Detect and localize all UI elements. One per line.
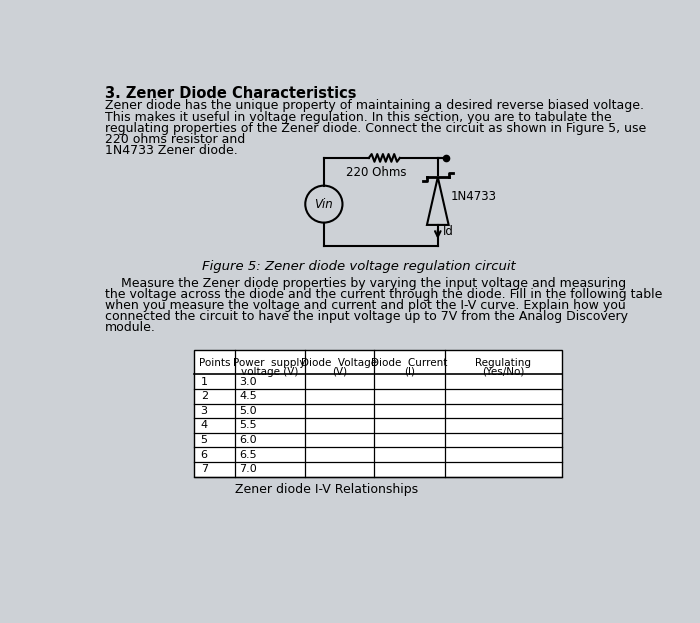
- Text: (V): (V): [332, 366, 347, 376]
- Text: 2: 2: [201, 391, 208, 401]
- Text: regulating properties of the Zener diode. Connect the circuit as shown in Figure: regulating properties of the Zener diode…: [104, 121, 646, 135]
- Text: 220 Ohms: 220 Ohms: [346, 166, 407, 179]
- Text: 1N4733: 1N4733: [450, 189, 496, 202]
- Text: Id: Id: [442, 226, 454, 239]
- Text: 4: 4: [201, 421, 208, 430]
- Text: 4.5: 4.5: [239, 391, 257, 401]
- Bar: [195, 350, 562, 477]
- Text: 5.5: 5.5: [239, 421, 257, 430]
- Text: 1N4733 Zener diode.: 1N4733 Zener diode.: [104, 144, 237, 157]
- Text: when you measure the voltage and current and plot the I-V curve. Explain how you: when you measure the voltage and current…: [104, 299, 625, 312]
- Text: 1: 1: [201, 377, 208, 387]
- Text: Diode  Current: Diode Current: [371, 358, 448, 368]
- Text: 7.0: 7.0: [239, 464, 257, 474]
- Text: 3: 3: [201, 406, 208, 416]
- Text: (I): (I): [404, 366, 415, 376]
- Text: 220 ohms resistor and: 220 ohms resistor and: [104, 133, 245, 146]
- Text: Zener diode has the unique property of maintaining a desired reverse biased volt: Zener diode has the unique property of m…: [104, 100, 643, 112]
- Text: connected the circuit to have the input voltage up to 7V from the Analog Discove: connected the circuit to have the input …: [104, 310, 627, 323]
- Text: the voltage across the diode and the current through the diode. Fill in the foll: the voltage across the diode and the cur…: [104, 288, 662, 301]
- Text: Points: Points: [199, 358, 230, 368]
- Text: 3. Zener Diode Characteristics: 3. Zener Diode Characteristics: [104, 87, 356, 102]
- Text: module.: module.: [104, 321, 155, 334]
- Text: This makes it useful in voltage regulation. In this section, you are to tabulate: This makes it useful in voltage regulati…: [104, 110, 611, 123]
- Text: 6.5: 6.5: [239, 450, 257, 460]
- Text: 6: 6: [201, 450, 208, 460]
- Text: (Yes/No): (Yes/No): [482, 366, 524, 376]
- Text: Power  supply: Power supply: [233, 358, 306, 368]
- Text: 6.0: 6.0: [239, 435, 257, 445]
- Text: voltage (V): voltage (V): [241, 366, 298, 376]
- Text: 7: 7: [201, 464, 208, 474]
- Text: 3.0: 3.0: [239, 377, 257, 387]
- Text: Figure 5: Zener diode voltage regulation circuit: Figure 5: Zener diode voltage regulation…: [202, 260, 516, 272]
- Text: Zener diode I-V Relationships: Zener diode I-V Relationships: [234, 483, 418, 496]
- Text: Measure the Zener diode properties by varying the input voltage and measuring: Measure the Zener diode properties by va…: [104, 277, 626, 290]
- Text: 5.0: 5.0: [239, 406, 257, 416]
- Text: Regulating: Regulating: [475, 358, 531, 368]
- Text: 5: 5: [201, 435, 208, 445]
- Text: Diode  Voltage: Diode Voltage: [301, 358, 377, 368]
- Text: Vin: Vin: [314, 197, 333, 211]
